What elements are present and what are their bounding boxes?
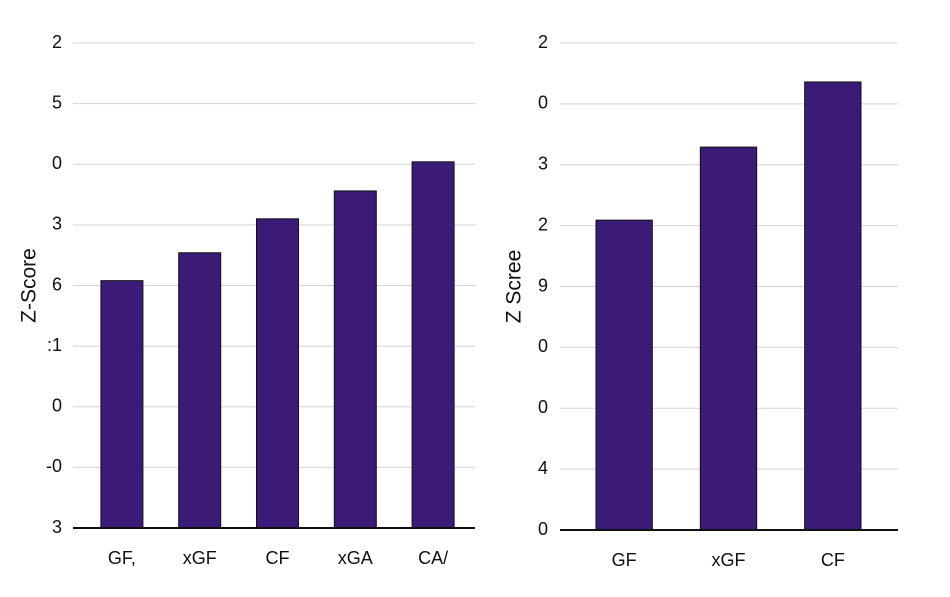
y-tick-label: 0 — [538, 519, 548, 539]
bar — [411, 161, 455, 529]
x-tick-label: GF — [612, 550, 637, 570]
y-tick-label: 3 — [538, 154, 548, 174]
y-tick-label: 0 — [538, 93, 548, 113]
y-tick-label: 0 — [52, 153, 62, 173]
y-tick-label: 4 — [538, 458, 548, 478]
bar — [333, 190, 377, 529]
y-tick-label: 2 — [52, 32, 62, 52]
y-tick-label: 6 — [52, 274, 62, 294]
bar — [804, 81, 862, 531]
y-tick-label: -0 — [46, 456, 62, 476]
y-tick-label: 0 — [538, 397, 548, 417]
bar — [178, 252, 222, 529]
y-tick-label: 3 — [52, 517, 62, 537]
y-tick-label: :1 — [47, 335, 62, 355]
y-tick-label: 9 — [538, 275, 548, 295]
x-tick-label: GF, — [108, 548, 136, 568]
bar — [100, 280, 144, 529]
y-tick-label: 0 — [52, 396, 62, 416]
bar — [699, 146, 758, 531]
x-tick-label: xGF — [183, 548, 217, 568]
y-axis-title: Z Scree — [503, 250, 526, 324]
y-tick-label: 3 — [52, 214, 62, 234]
x-tick-label: CF — [266, 548, 290, 568]
y-tick-label: 5 — [52, 92, 62, 112]
bar — [255, 218, 300, 529]
y-tick-label: 2 — [538, 32, 548, 52]
x-tick-label: CF — [821, 550, 845, 570]
y-tick-label: 0 — [538, 336, 548, 356]
y-axis-title: Z-Score — [18, 248, 41, 323]
x-tick-label: CA/ — [418, 548, 448, 568]
x-tick-label: xGF — [712, 550, 746, 570]
bar — [595, 219, 653, 531]
y-tick-label: 2 — [538, 214, 548, 234]
x-tick-label: xGA — [338, 548, 373, 568]
